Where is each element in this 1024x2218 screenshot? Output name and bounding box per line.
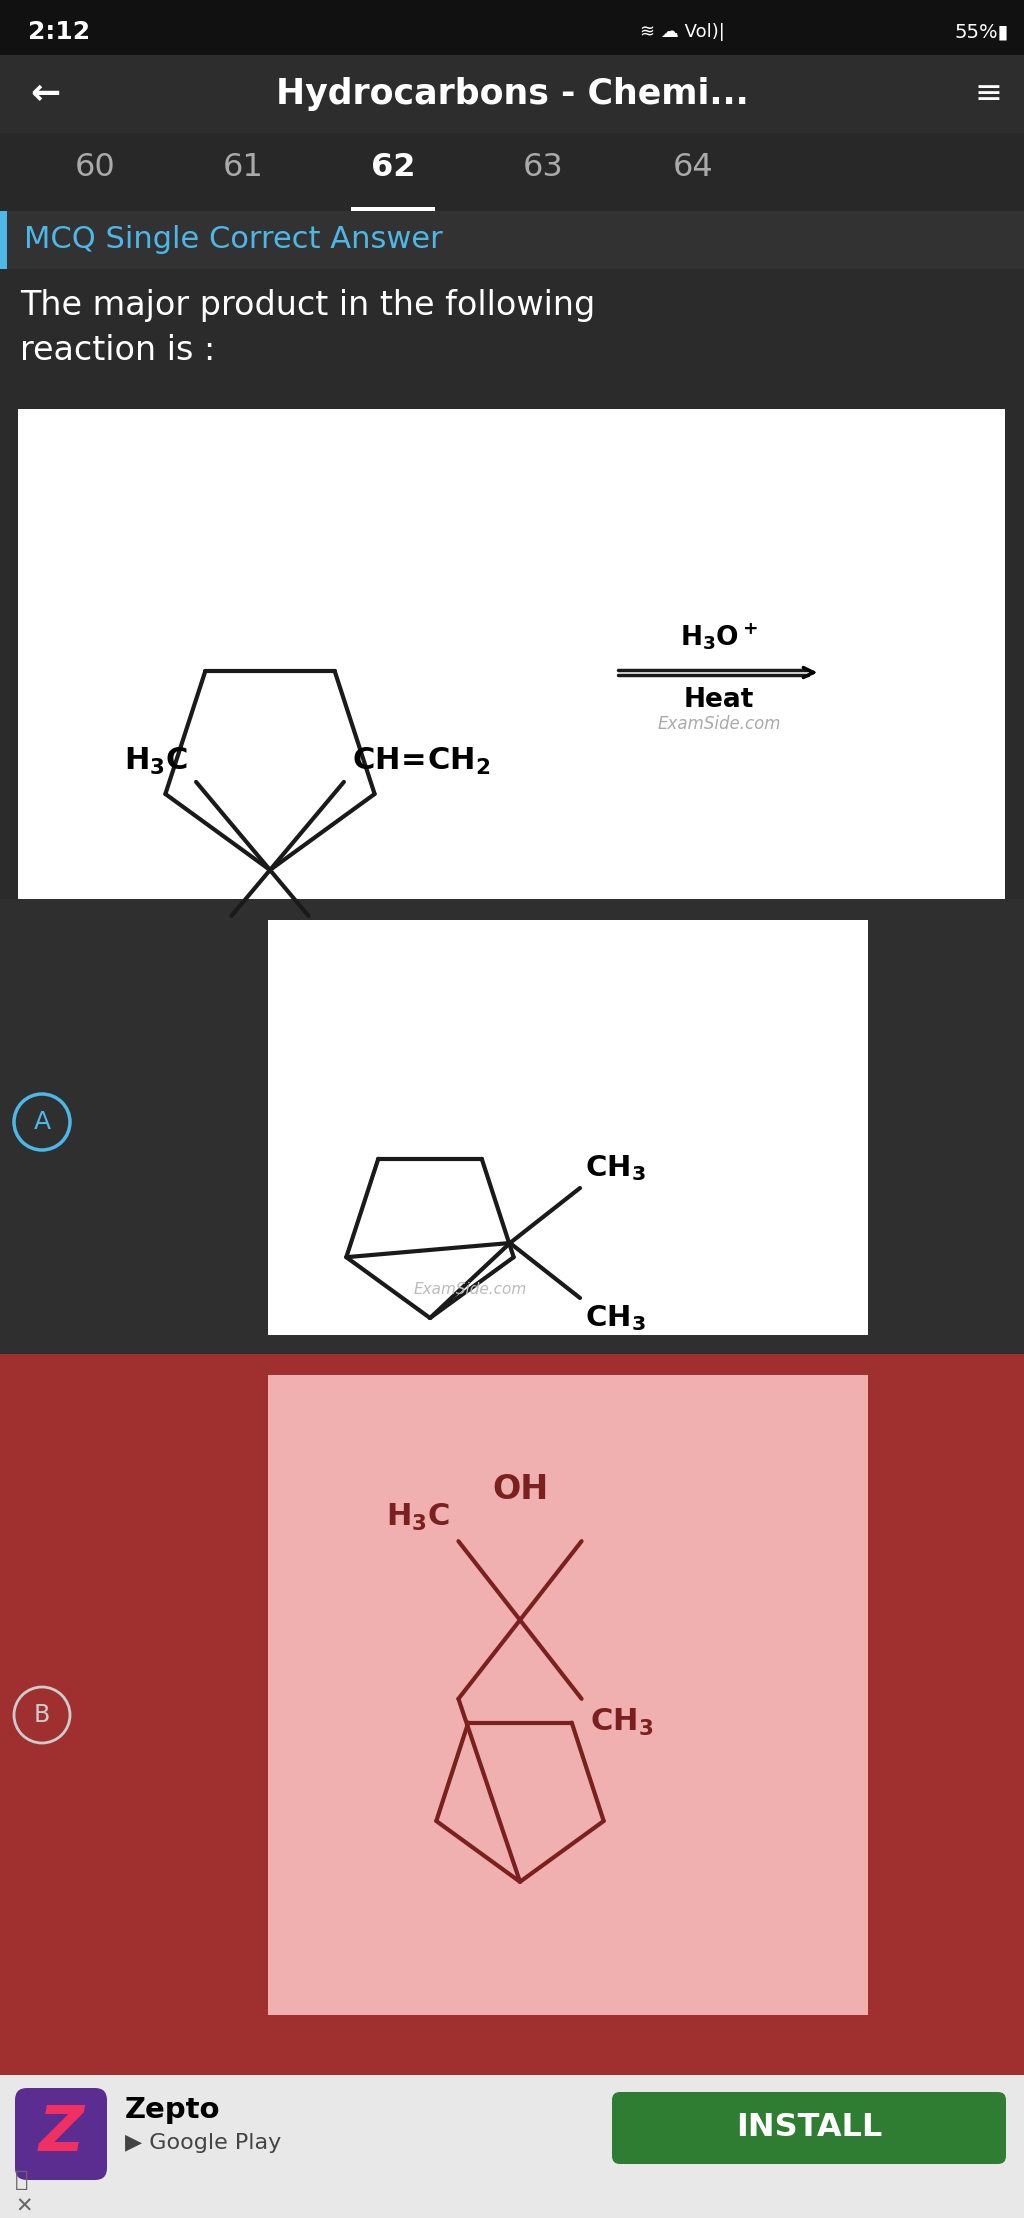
Text: $\mathbf{CH_3}$: $\mathbf{CH_3}$: [585, 1153, 646, 1182]
Bar: [18, 408, 1005, 898]
Text: ▶ Google Play: ▶ Google Play: [125, 2134, 282, 2154]
Bar: [0, 1353, 1024, 2076]
Bar: [0, 0, 1024, 55]
FancyBboxPatch shape: [612, 2092, 1006, 2165]
Text: $\mathbf{CH\!=\!CH_2}$: $\mathbf{CH\!=\!CH_2}$: [352, 745, 490, 776]
Text: 64: 64: [673, 153, 714, 184]
Text: 62: 62: [371, 153, 416, 184]
Text: Z: Z: [38, 2105, 84, 2165]
Text: A: A: [34, 1109, 50, 1133]
Text: $\mathbf{H_3C}$: $\mathbf{H_3C}$: [124, 745, 188, 776]
Text: The major product in the following: The major product in the following: [20, 288, 595, 322]
Bar: [268, 920, 868, 1335]
Text: B: B: [34, 1703, 50, 1728]
Text: ←: ←: [30, 78, 60, 111]
Text: INSTALL: INSTALL: [736, 2112, 883, 2143]
Text: Heat: Heat: [684, 688, 755, 712]
Bar: [0, 898, 1024, 1353]
Bar: [268, 1375, 868, 2014]
Text: $\mathbf{H_3O^+}$: $\mathbf{H_3O^+}$: [680, 621, 758, 652]
Text: $\mathbf{H_3C}$: $\mathbf{H_3C}$: [386, 1502, 451, 1533]
Text: Hydrocarbons - Chemi...: Hydrocarbons - Chemi...: [275, 78, 749, 111]
FancyBboxPatch shape: [15, 2087, 106, 2180]
Text: reaction is :: reaction is :: [20, 333, 215, 366]
Bar: [0, 133, 1024, 211]
Text: 63: 63: [522, 153, 563, 184]
Bar: [0, 55, 1024, 133]
Text: ⓘ: ⓘ: [15, 2169, 29, 2189]
Text: ExamSide.com: ExamSide.com: [414, 1282, 526, 1298]
Text: ✕: ✕: [15, 2198, 33, 2218]
Text: OH: OH: [492, 1473, 548, 1506]
Bar: [351, 206, 435, 211]
Bar: [0, 211, 1024, 268]
Text: 60: 60: [75, 153, 116, 184]
Text: ExamSide.com: ExamSide.com: [657, 714, 780, 732]
Bar: [0, 268, 1024, 408]
Text: MCQ Single Correct Answer: MCQ Single Correct Answer: [24, 226, 442, 255]
Text: $\mathbf{CH_3}$: $\mathbf{CH_3}$: [585, 1302, 646, 1333]
Text: 61: 61: [222, 153, 263, 184]
Text: 55%▮: 55%▮: [954, 22, 1009, 42]
Bar: [0, 211, 7, 268]
Text: ≡: ≡: [974, 78, 1002, 111]
Text: 2:12: 2:12: [28, 20, 90, 44]
Text: Zepto: Zepto: [125, 2096, 220, 2125]
Text: $\mathbf{CH_3}$: $\mathbf{CH_3}$: [590, 1708, 653, 1739]
Bar: [0, 2076, 1024, 2218]
Text: ≋ ☁ Vol)|: ≋ ☁ Vol)|: [640, 22, 725, 40]
